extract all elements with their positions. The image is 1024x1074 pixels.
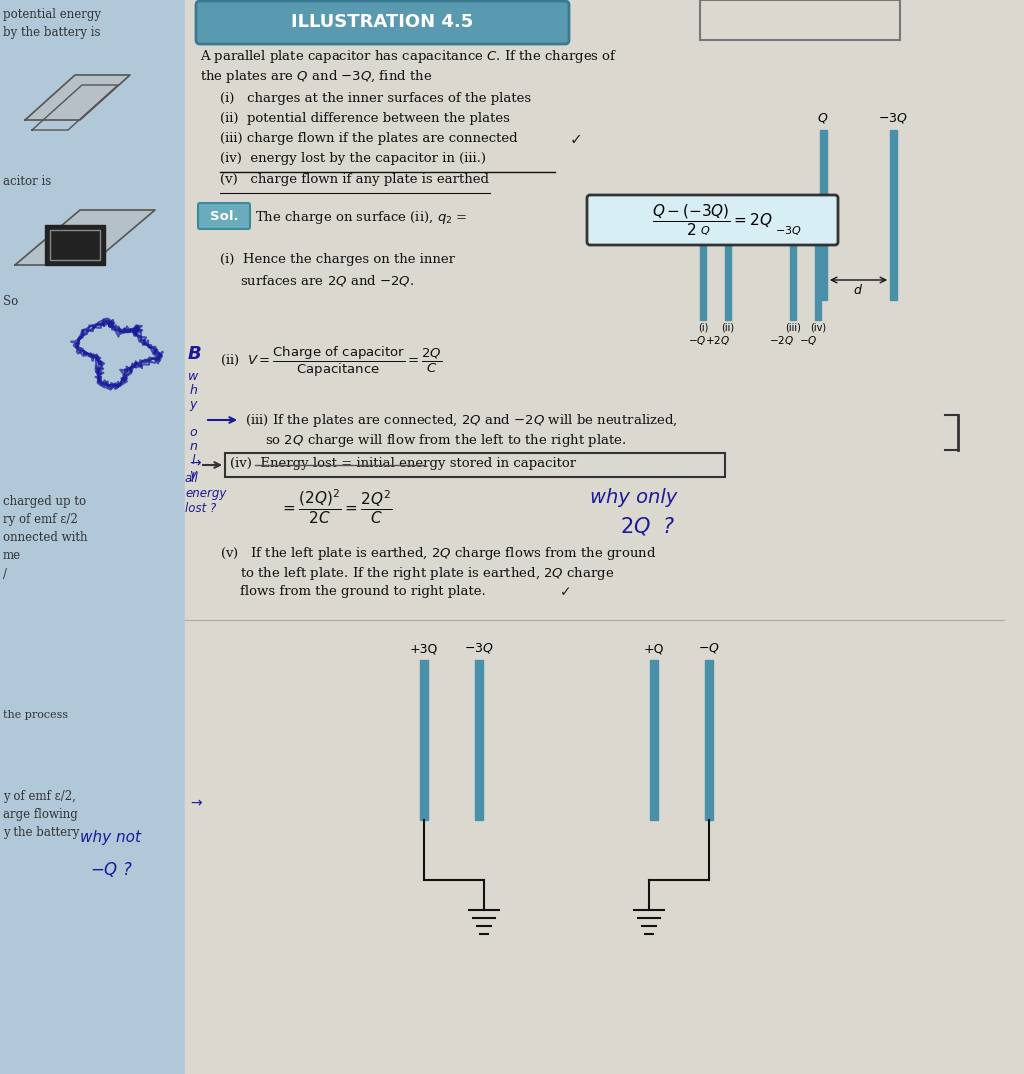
Text: ry of emf ε/2: ry of emf ε/2 <box>3 513 78 526</box>
Text: So: So <box>3 295 18 308</box>
Text: ✓: ✓ <box>570 132 583 147</box>
Bar <box>700 0 900 40</box>
Text: $-3Q$: $-3Q$ <box>775 224 802 237</box>
Text: $-Q$ ?: $-Q$ ? <box>90 860 133 879</box>
Text: (iii) charge flown if the plates are connected: (iii) charge flown if the plates are con… <box>220 132 517 145</box>
Text: $\dfrac{Q-(-3Q)}{2} = 2Q$: $\dfrac{Q-(-3Q)}{2} = 2Q$ <box>651 202 772 237</box>
Text: ILLUSTRATION 4.5: ILLUSTRATION 4.5 <box>291 13 473 31</box>
Text: (iv)  energy lost by the capacitor in (iii.): (iv) energy lost by the capacitor in (ii… <box>220 153 486 165</box>
Text: o: o <box>189 426 197 439</box>
Text: lost ?: lost ? <box>185 502 216 516</box>
Text: $-3Q$: $-3Q$ <box>879 111 907 125</box>
Text: (ii): (ii) <box>722 323 734 333</box>
Bar <box>475 661 483 821</box>
Text: y: y <box>189 398 197 411</box>
Text: (i)  Hence the charges on the inner: (i) Hence the charges on the inner <box>220 253 455 266</box>
Text: $d$: $d$ <box>853 284 863 297</box>
Text: $Q$: $Q$ <box>817 111 828 125</box>
Text: why not: why not <box>80 830 141 845</box>
Text: $Q$: $Q$ <box>700 224 711 237</box>
Text: (i)   charges at the inner surfaces of the plates: (i) charges at the inner surfaces of the… <box>220 92 531 105</box>
Bar <box>700 240 706 320</box>
Text: ✓: ✓ <box>560 585 571 599</box>
Text: l: l <box>191 454 195 467</box>
Text: (v)   If the left plate is earthed, $2Q$ charge flows from the ground: (v) If the left plate is earthed, $2Q$ c… <box>220 545 656 562</box>
Text: flows from the ground to right plate.: flows from the ground to right plate. <box>240 585 485 598</box>
FancyBboxPatch shape <box>587 195 838 245</box>
Bar <box>45 224 105 265</box>
Polygon shape <box>25 75 130 120</box>
Text: all: all <box>185 471 199 485</box>
Text: The charge on surface (ii), $q_2$ =: The charge on surface (ii), $q_2$ = <box>255 209 468 226</box>
FancyBboxPatch shape <box>196 1 569 44</box>
Text: energy: energy <box>185 487 226 500</box>
Text: $= \dfrac{(2Q)^2}{2C} = \dfrac{2Q^2}{C}$: $= \dfrac{(2Q)^2}{2C} = \dfrac{2Q^2}{C}$ <box>280 488 392 526</box>
Bar <box>50 230 100 260</box>
Text: to the left plate. If the right plate is earthed, $2Q$ charge: to the left plate. If the right plate is… <box>240 565 614 582</box>
Text: A parallel plate capacitor has capacitance $C$. If the charges of: A parallel plate capacitor has capacitan… <box>200 48 617 66</box>
Text: arge flowing: arge flowing <box>3 808 78 821</box>
Text: (iv): (iv) <box>810 323 826 333</box>
Text: Sol.: Sol. <box>210 209 239 222</box>
Text: (iv)  Energy lost = initial energy stored in capacitor: (iv) Energy lost = initial energy stored… <box>230 458 577 470</box>
Text: the process: the process <box>3 710 69 720</box>
FancyBboxPatch shape <box>198 203 250 229</box>
Bar <box>890 130 897 300</box>
Text: $2Q$  ?: $2Q$ ? <box>620 516 676 537</box>
Bar <box>420 661 428 821</box>
Bar <box>705 661 713 821</box>
Text: surfaces are $2Q$ and $-2Q$.: surfaces are $2Q$ and $-2Q$. <box>240 273 414 288</box>
Bar <box>185 0 1024 1074</box>
Text: charged up to: charged up to <box>3 495 86 508</box>
Text: y the battery: y the battery <box>3 826 80 839</box>
Bar <box>820 130 827 300</box>
Text: $-3Q$: $-3Q$ <box>464 641 494 655</box>
Text: (v)   charge flown if any plate is earthed: (v) charge flown if any plate is earthed <box>220 173 489 186</box>
Text: w: w <box>187 371 198 383</box>
Text: (i): (i) <box>697 323 709 333</box>
Text: potential energy: potential energy <box>3 8 101 21</box>
Text: (iii): (iii) <box>785 323 801 333</box>
Text: $+2Q$: $+2Q$ <box>706 334 730 347</box>
Text: me: me <box>3 549 22 562</box>
Text: $-2Q$: $-2Q$ <box>769 334 795 347</box>
Text: $-Q$: $-Q$ <box>688 334 707 347</box>
Text: h: h <box>189 384 197 397</box>
Bar <box>815 240 821 320</box>
Text: $-Q$: $-Q$ <box>698 641 720 655</box>
Text: why only: why only <box>590 488 677 507</box>
Text: B: B <box>188 345 202 363</box>
Bar <box>0 0 185 1074</box>
Text: n: n <box>189 440 197 453</box>
Text: $\rightarrow$: $\rightarrow$ <box>188 795 204 809</box>
Text: y of emf ε/2,: y of emf ε/2, <box>3 790 76 803</box>
Text: the plates are $Q$ and $-3Q$, find the: the plates are $Q$ and $-3Q$, find the <box>200 68 432 85</box>
Text: acitor is: acitor is <box>3 175 51 188</box>
Text: onnected with: onnected with <box>3 531 87 545</box>
Text: +3Q: +3Q <box>410 642 438 655</box>
Bar <box>725 240 731 320</box>
Text: so $2Q$ charge will flow from the left to the right plate.: so $2Q$ charge will flow from the left t… <box>265 432 627 449</box>
Bar <box>225 453 725 477</box>
Text: (iii) If the plates are connected, $2Q$ and $-2Q$ will be neutralized,: (iii) If the plates are connected, $2Q$ … <box>245 412 678 429</box>
Bar <box>790 240 796 320</box>
Text: by the battery is: by the battery is <box>3 26 100 39</box>
Text: (ii)  potential difference between the plates: (ii) potential difference between the pl… <box>220 112 510 125</box>
Text: +Q: +Q <box>644 642 665 655</box>
Text: /: / <box>3 568 7 581</box>
Polygon shape <box>15 211 155 265</box>
Text: $\rightarrow$: $\rightarrow$ <box>187 455 203 469</box>
Text: (ii)  $V = \dfrac{\mathrm{Charge\ of\ capacitor}}{\mathrm{Capacitance}} = \dfrac: (ii) $V = \dfrac{\mathrm{Charge\ of\ cap… <box>220 345 442 379</box>
Text: y: y <box>189 468 197 481</box>
Bar <box>650 661 658 821</box>
Text: $-Q$: $-Q$ <box>799 334 817 347</box>
